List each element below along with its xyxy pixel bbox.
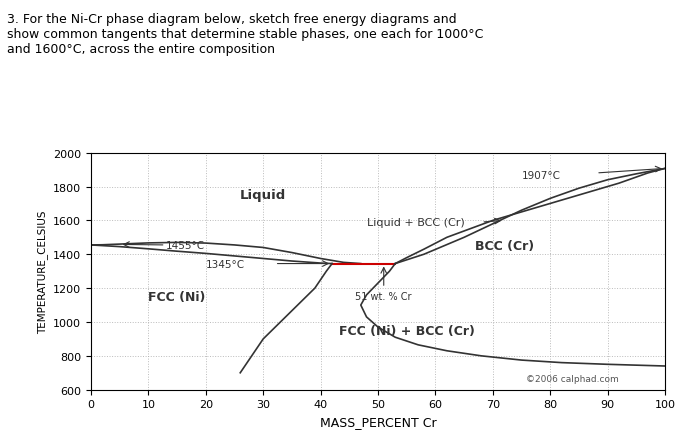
X-axis label: MASS_PERCENT Cr: MASS_PERCENT Cr <box>320 415 436 428</box>
Text: FCC (Ni): FCC (Ni) <box>148 290 206 304</box>
Text: 1455°C: 1455°C <box>166 240 204 251</box>
Y-axis label: TEMPERATURE_CELSIUS: TEMPERATURE_CELSIUS <box>36 210 48 333</box>
Text: Liquid: Liquid <box>240 189 286 202</box>
Text: 1907°C: 1907°C <box>522 170 561 180</box>
Text: 1345°C: 1345°C <box>206 259 245 269</box>
Text: 3. For the Ni-Cr phase diagram below, sketch free energy diagrams and
show commo: 3. For the Ni-Cr phase diagram below, sk… <box>7 13 484 56</box>
Text: Liquid + BCC (Cr): Liquid + BCC (Cr) <box>367 218 464 228</box>
Text: 51 wt. % Cr: 51 wt. % Cr <box>356 291 412 301</box>
Text: ©2006 calphad.com: ©2006 calphad.com <box>526 374 619 383</box>
Text: FCC (Ni) + BCC (Cr): FCC (Ni) + BCC (Cr) <box>339 324 475 337</box>
Text: BCC (Cr): BCC (Cr) <box>475 240 534 253</box>
